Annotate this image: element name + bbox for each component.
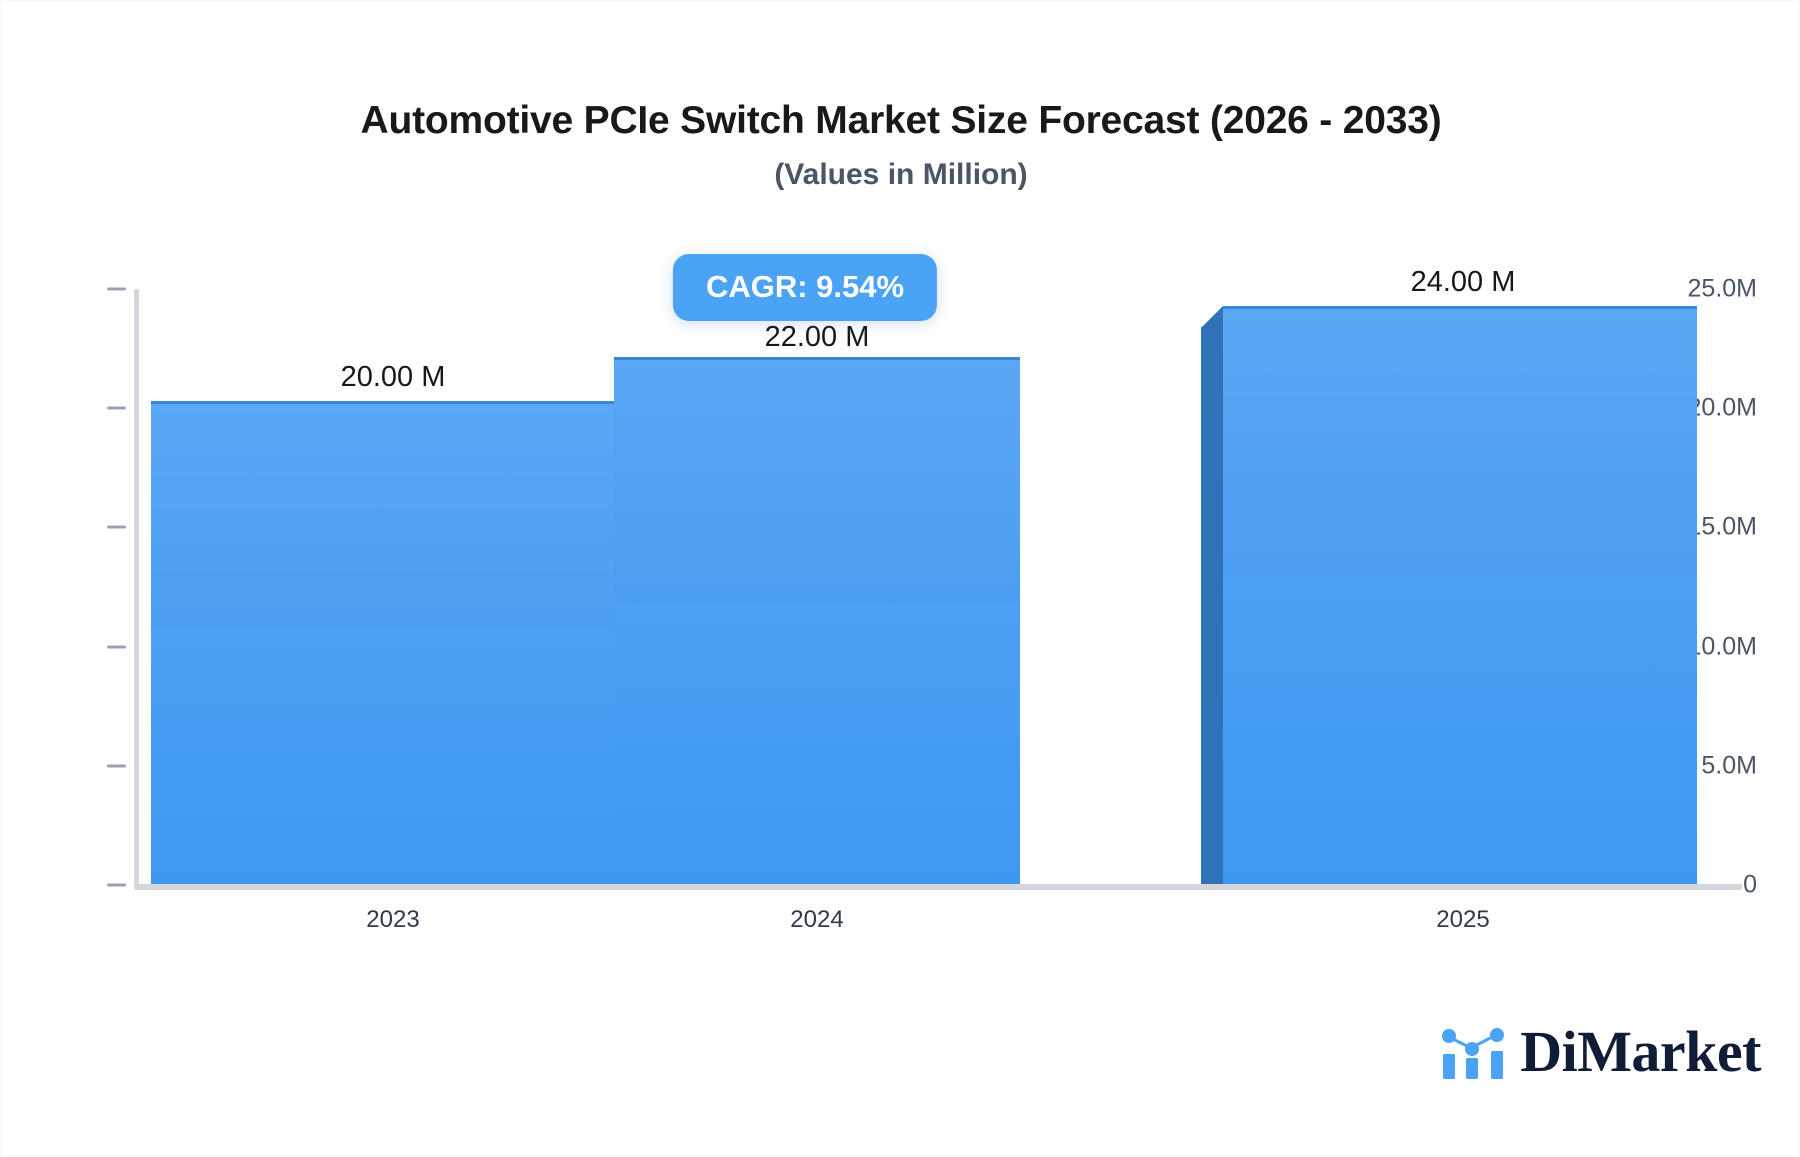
y-tick-mark xyxy=(107,525,126,529)
bar-face xyxy=(1223,306,1697,884)
y-tick-mark xyxy=(107,764,126,768)
bar-2024[interactable] xyxy=(614,357,1020,884)
title-block: Automotive PCIe Switch Market Size Forec… xyxy=(1,99,1800,192)
bar-face xyxy=(151,401,635,884)
y-tick-mark xyxy=(107,645,126,649)
x-axis-label-2023: 2023 xyxy=(366,906,420,933)
page-subtitle: (Values in Million) xyxy=(774,157,1028,191)
bar-value-label: 20.00 M xyxy=(340,361,446,393)
x-axis-line xyxy=(134,884,1742,890)
bar-face xyxy=(614,357,1020,884)
bar-chart-icon xyxy=(1440,1024,1506,1080)
y-tick-label: 0 xyxy=(1743,870,1757,899)
y-axis-line xyxy=(134,289,139,886)
y-tick-label: 10.0M xyxy=(1687,632,1757,661)
brand-logo: DiMarket xyxy=(1440,1023,1761,1081)
bar-side-3d xyxy=(1201,327,1223,884)
y-tick-mark xyxy=(107,406,126,410)
y-tick-label: 5.0M xyxy=(1701,751,1757,780)
y-tick-mark xyxy=(107,287,126,291)
y-tick-label: 15.0M xyxy=(1687,512,1757,541)
cagr-badge[interactable]: CAGR: 9.54% xyxy=(672,254,938,321)
y-tick-label: 20.0M xyxy=(1687,393,1757,422)
bar-value-label: 22.00 M xyxy=(764,321,870,353)
page-title: Automotive PCIe Switch Market Size Forec… xyxy=(360,99,1442,142)
bar-2025[interactable] xyxy=(1201,306,1697,884)
x-axis-label-2025: 2025 xyxy=(1436,906,1490,933)
x-axis-label-2024: 2024 xyxy=(790,906,844,933)
bar-value-label: 24.00 M xyxy=(1410,266,1516,298)
y-tick-label: 25.0M xyxy=(1687,274,1757,303)
bar-top-bevel xyxy=(1201,306,1223,328)
bar-2023[interactable] xyxy=(151,401,651,884)
y-tick-mark xyxy=(107,883,126,887)
brand-name: DiMarket xyxy=(1520,1019,1761,1084)
